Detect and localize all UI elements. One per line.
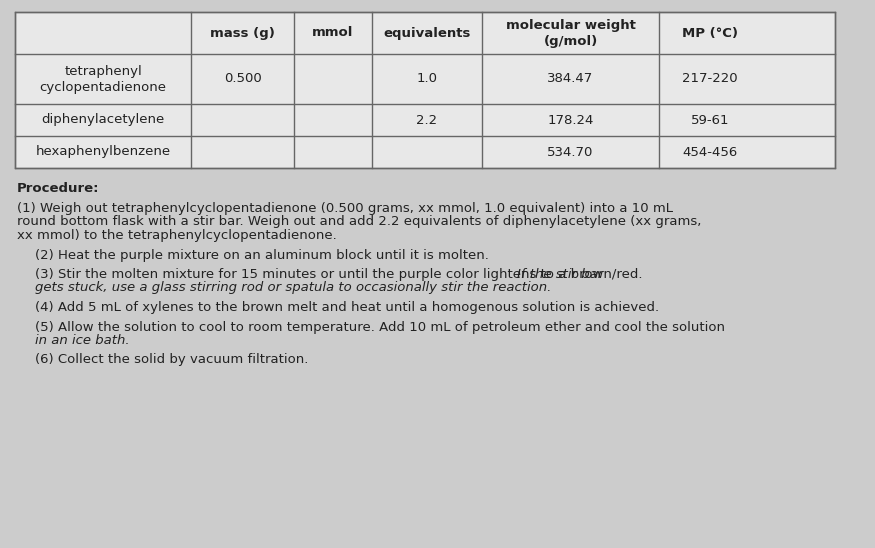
Text: xx mmol) to the tetraphenylcyclopentadienone.: xx mmol) to the tetraphenylcyclopentadie… [17, 229, 337, 242]
Text: round bottom flask with a stir bar. Weigh out and add 2.2 equivalents of dipheny: round bottom flask with a stir bar. Weig… [17, 215, 702, 229]
Text: (5) Allow the solution to cool to room temperature. Add 10 mL of petroleum ether: (5) Allow the solution to cool to room t… [35, 321, 725, 334]
Text: 534.70: 534.70 [548, 146, 594, 158]
Text: 217-220: 217-220 [682, 72, 738, 85]
Text: Procedure:: Procedure: [17, 182, 100, 195]
Text: (4) Add 5 mL of xylenes to the brown melt and heat until a homogenous solution i: (4) Add 5 mL of xylenes to the brown mel… [35, 301, 659, 314]
Text: 0.500: 0.500 [224, 72, 262, 85]
Text: If the stir bar: If the stir bar [517, 268, 604, 281]
Text: in an ice bath.: in an ice bath. [35, 334, 130, 347]
Text: (2) Heat the purple mixture on an aluminum block until it is molten.: (2) Heat the purple mixture on an alumin… [35, 248, 489, 261]
Text: hexaphenylbenzene: hexaphenylbenzene [36, 146, 171, 158]
Text: tetraphenyl
cyclopentadienone: tetraphenyl cyclopentadienone [39, 65, 166, 94]
Text: 384.47: 384.47 [548, 72, 593, 85]
Text: 454-456: 454-456 [682, 146, 738, 158]
Bar [15, 12, 835, 168]
Text: equivalents: equivalents [383, 26, 471, 39]
Text: 59-61: 59-61 [690, 113, 729, 127]
Text: molecular weight
(g/mol): molecular weight (g/mol) [506, 19, 635, 48]
Text: 178.24: 178.24 [548, 113, 594, 127]
Text: gets stuck, use a glass stirring rod or spatula to occasionally stir the reactio: gets stuck, use a glass stirring rod or … [35, 282, 551, 294]
Text: (1) Weigh out tetraphenylcyclopentadienone (0.500 grams, xx mmol, 1.0 equivalent: (1) Weigh out tetraphenylcyclopentadieno… [17, 202, 673, 215]
Text: (3) Stir the molten mixture for 15 minutes or until the purple color lightens to: (3) Stir the molten mixture for 15 minut… [35, 268, 647, 281]
Text: mmol: mmol [312, 26, 354, 39]
Text: mass (g): mass (g) [210, 26, 275, 39]
Text: MP (°C): MP (°C) [682, 26, 738, 39]
Text: diphenylacetylene: diphenylacetylene [41, 113, 164, 127]
Text: 2.2: 2.2 [416, 113, 438, 127]
Text: (6) Collect the solid by vacuum filtration.: (6) Collect the solid by vacuum filtrati… [35, 353, 308, 367]
Text: 1.0: 1.0 [416, 72, 438, 85]
